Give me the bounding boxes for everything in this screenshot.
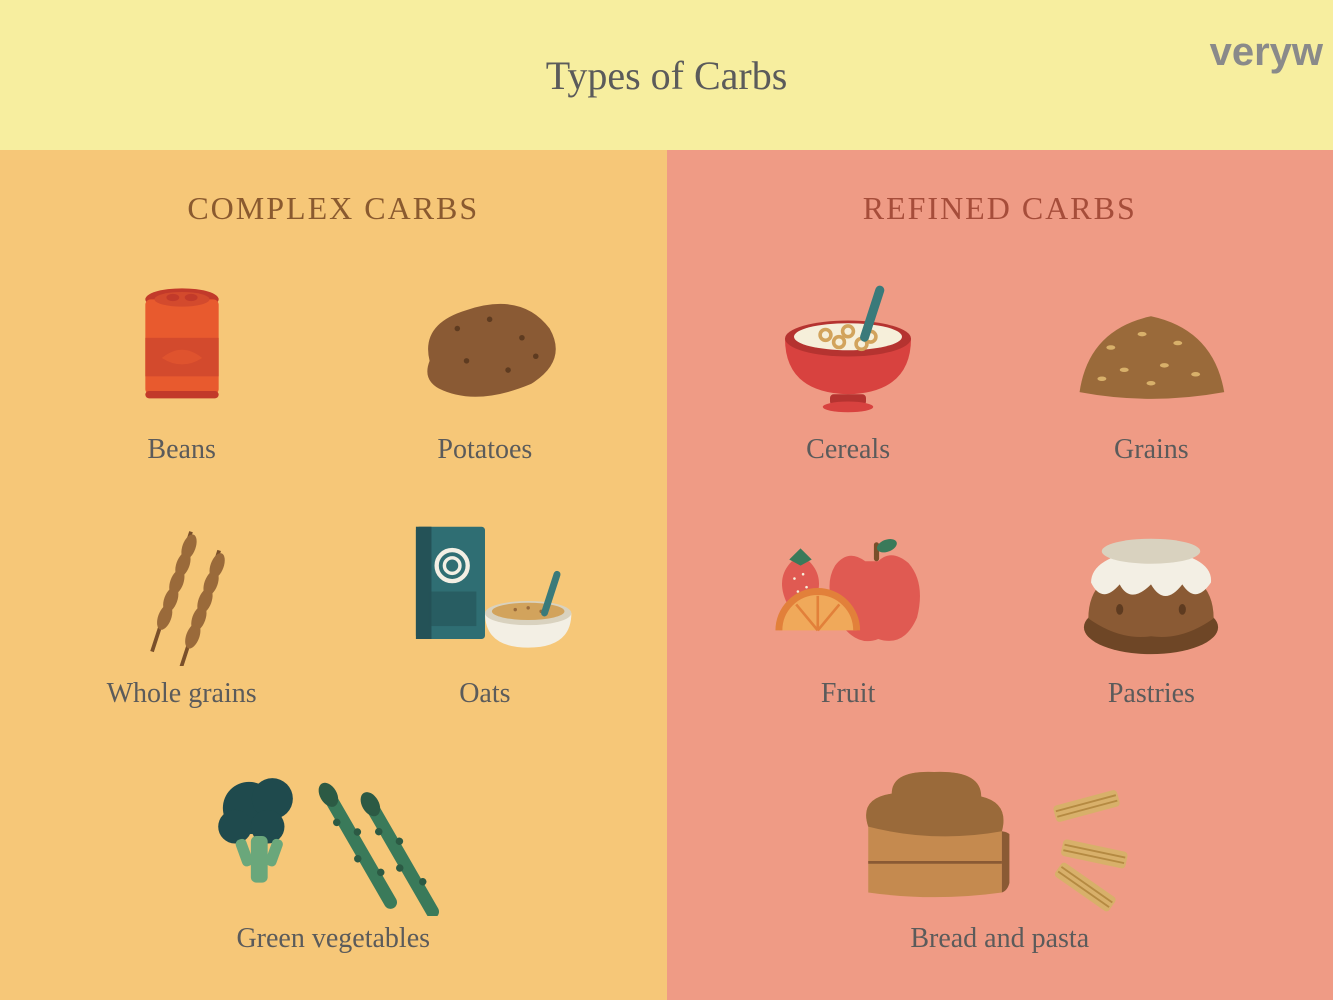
complex-carbs-title: COMPLEX CARBS bbox=[187, 190, 479, 227]
beans-label: Beans bbox=[147, 434, 215, 466]
oats-label: Oats bbox=[459, 678, 510, 710]
complex-carbs-panel: COMPLEX CARBS bbox=[0, 150, 667, 1000]
item-beans: Beans bbox=[87, 272, 277, 466]
refined-carbs-title: REFINED CARBS bbox=[863, 190, 1137, 227]
bread-and-pasta-icon bbox=[840, 761, 1160, 911]
item-whole-grains: Whole grains bbox=[87, 516, 277, 710]
potatoes-icon bbox=[390, 272, 580, 422]
pastries-label: Pastries bbox=[1108, 678, 1195, 710]
grains-icon bbox=[1056, 272, 1246, 422]
item-green-vegetables: Green vegetables bbox=[193, 761, 473, 955]
green-vegetables-icon bbox=[193, 761, 473, 911]
fruit-icon bbox=[753, 516, 943, 666]
item-oats: Oats bbox=[390, 516, 580, 710]
item-cereals: Cereals bbox=[753, 272, 943, 466]
refined-carbs-panel: REFINED CARBS bbox=[667, 150, 1333, 1000]
infographic-root: Types of Carbs veryw COMPLEX CARBS bbox=[0, 0, 1333, 1000]
item-bread-and-pasta: Bread and pasta bbox=[840, 761, 1160, 955]
pastries-icon bbox=[1056, 516, 1246, 666]
grains-label: Grains bbox=[1114, 434, 1189, 466]
potatoes-label: Potatoes bbox=[437, 434, 532, 466]
brand-logo: veryw bbox=[1210, 30, 1323, 75]
item-potatoes: Potatoes bbox=[390, 272, 580, 466]
item-grains: Grains bbox=[1056, 272, 1246, 466]
item-fruit: Fruit bbox=[753, 516, 943, 710]
infographic-header: Types of Carbs veryw bbox=[0, 0, 1333, 150]
green-vegetables-label: Green vegetables bbox=[236, 923, 430, 955]
item-pastries: Pastries bbox=[1056, 516, 1246, 710]
whole-grains-icon bbox=[87, 516, 277, 666]
complex-carbs-grid: Beans Potatoes bbox=[30, 247, 637, 980]
infographic-title: Types of Carbs bbox=[546, 52, 788, 99]
panels-container: COMPLEX CARBS bbox=[0, 150, 1333, 1000]
beans-icon bbox=[87, 272, 277, 422]
bread-and-pasta-label: Bread and pasta bbox=[910, 923, 1089, 955]
oats-icon bbox=[390, 516, 580, 666]
whole-grains-label: Whole grains bbox=[107, 678, 257, 710]
fruit-label: Fruit bbox=[821, 678, 875, 710]
refined-carbs-grid: Cereals bbox=[697, 247, 1304, 980]
cereals-icon bbox=[753, 272, 943, 422]
cereals-label: Cereals bbox=[806, 434, 890, 466]
